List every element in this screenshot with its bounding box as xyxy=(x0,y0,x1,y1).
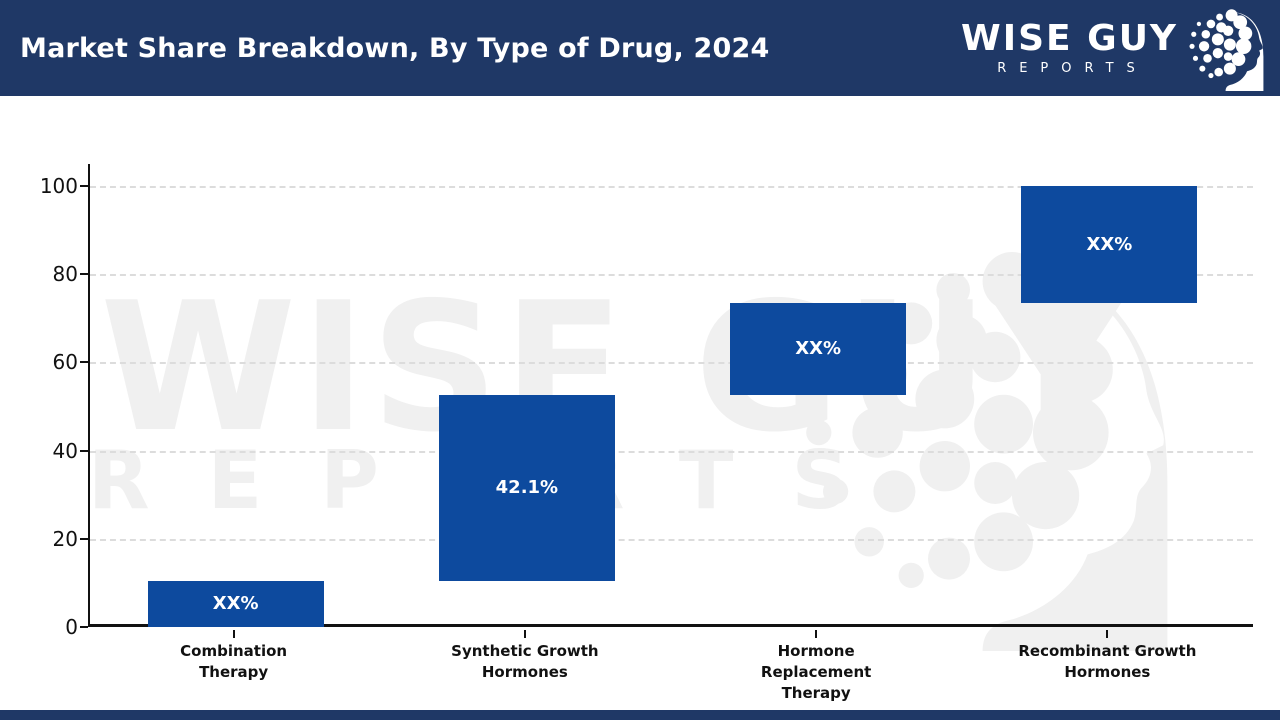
x-category-label-1: Synthetic Growth Hormones xyxy=(451,642,599,681)
bar-value-label: XX% xyxy=(795,338,842,360)
y-tick-label-0: 0 xyxy=(65,615,78,639)
y-tick-mark-80 xyxy=(80,273,88,276)
bar-2: XX% xyxy=(730,302,907,396)
x-tick-mark-3 xyxy=(1106,630,1109,638)
x-tick-mark-2 xyxy=(815,630,818,638)
y-tick-label-60: 60 xyxy=(52,350,78,375)
header-bar: Market Share Breakdown, By Type of Drug,… xyxy=(0,0,1280,96)
y-tick-mark-100 xyxy=(80,185,88,188)
x-category-label-2: Hormone Replacement Therapy xyxy=(760,642,872,702)
bar-value-label: XX% xyxy=(212,593,259,615)
wise-guy-reports-logo: WISE GUY REPORTS xyxy=(961,5,1266,91)
chart-canvas: WISE GUY REPORTS XX%42.1%XX%XX% 02040608… xyxy=(0,96,1280,710)
bar-value-label: 42.1% xyxy=(495,477,559,499)
logo-wordmark: WISE GUY xyxy=(960,17,1178,59)
bar-3: XX% xyxy=(1021,186,1198,303)
y-tick-label-80: 80 xyxy=(52,262,78,287)
y-tick-mark-20 xyxy=(80,537,88,540)
dotted-head-icon xyxy=(1189,9,1264,91)
x-category-label-3: Recombinant Growth Hormones xyxy=(1018,642,1197,681)
bar-0: XX% xyxy=(147,580,324,627)
y-tick-mark-60 xyxy=(80,361,88,364)
x-tick-mark-1 xyxy=(523,630,526,638)
gridline-80 xyxy=(90,274,1253,277)
plot-area: XX% 42.1% XX% XX% xyxy=(88,164,1253,627)
gridline-40 xyxy=(90,450,1253,453)
y-tick-label-40: 40 xyxy=(52,438,78,463)
bar-value-label: XX% xyxy=(1086,233,1133,255)
chart-title: Market Share Breakdown, By Type of Drug,… xyxy=(20,32,770,64)
y-tick-label-20: 20 xyxy=(52,526,78,551)
x-category-label-0: Combination Therapy xyxy=(180,642,288,681)
y-tick-mark-40 xyxy=(80,449,88,452)
logo-text: WISE GUY REPORTS xyxy=(960,17,1178,76)
gridline-20 xyxy=(90,538,1253,541)
logo-subtitle: REPORTS xyxy=(997,60,1148,76)
y-tick-mark-0 xyxy=(80,626,88,628)
x-tick-mark-0 xyxy=(232,630,235,638)
footer-bar xyxy=(0,710,1280,720)
y-tick-label-100: 100 xyxy=(39,174,78,199)
gridline-60 xyxy=(90,362,1253,365)
gridline-100 xyxy=(90,186,1253,189)
bar-1: 42.1% xyxy=(438,395,615,581)
